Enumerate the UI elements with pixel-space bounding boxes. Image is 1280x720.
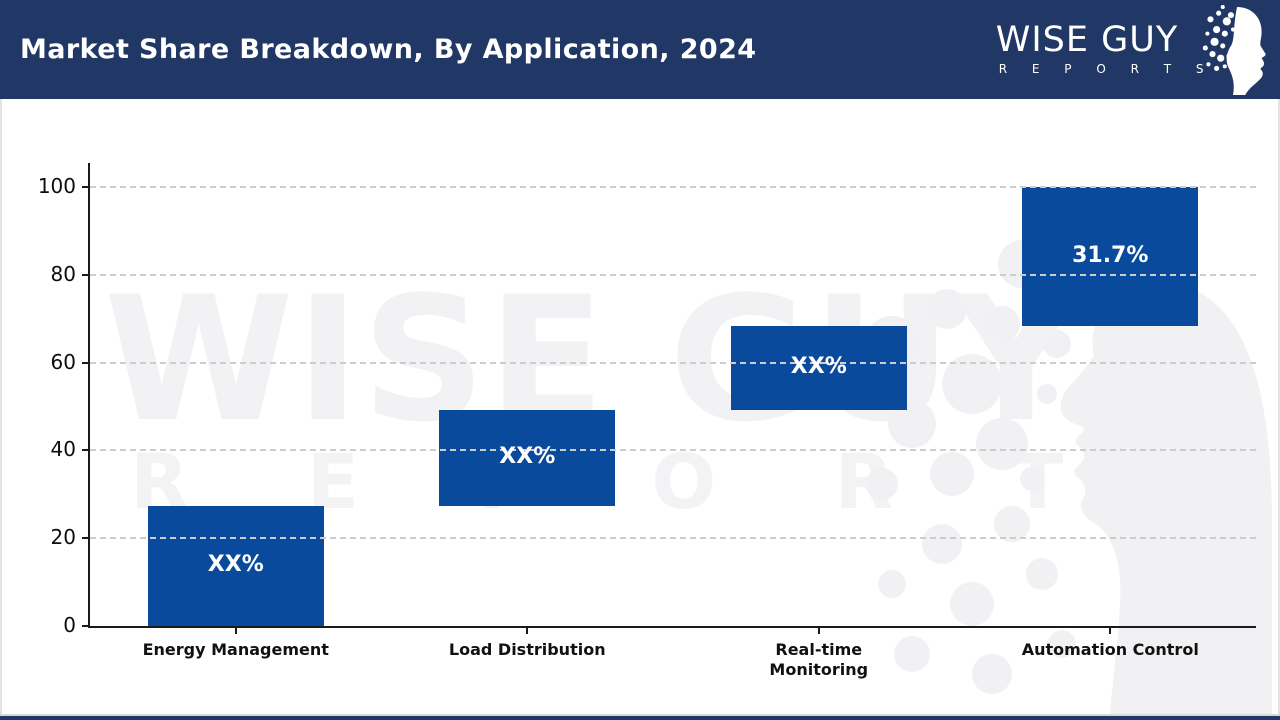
chart-canvas: WISE GUY R E P O R T S 0 20 40 60 80 100 XX% XX… <box>0 99 1280 714</box>
y-tick-label-20: 20 <box>50 525 76 550</box>
x-axis-spine <box>88 626 1256 628</box>
y-tick-20 <box>82 537 90 540</box>
y-tick-label-40: 40 <box>50 437 76 462</box>
footer-divider <box>0 714 1280 716</box>
logo-subtitle: R E P O R T S <box>998 62 1214 76</box>
bar-chart: 0 20 40 60 80 100 XX% XX% XX% 31.7% Energy Managem… <box>2 99 1278 714</box>
y-tick-60 <box>82 361 90 364</box>
logo-text: WISE GUY R E P O R T S <box>995 20 1214 77</box>
bar-value-label-4: 31.7% <box>1072 242 1149 268</box>
gridline-60 <box>90 361 1256 364</box>
footer-bar <box>0 716 1280 720</box>
bar-segment-3 <box>730 326 907 410</box>
gridline-40 <box>90 449 1256 452</box>
bar-value-label-3: XX% <box>790 354 847 380</box>
x-tick-1 <box>234 628 237 634</box>
x-category-label-3: Real-time Monitoring <box>769 640 869 679</box>
y-tick-0 <box>82 625 90 627</box>
bar-segment-1 <box>147 506 324 626</box>
x-category-label-2: Load Distribution <box>448 640 606 659</box>
header-banner: Market Share Breakdown, By Application, … <box>0 0 1280 99</box>
wise-guy-logo: WISE GUY R E P O R T S <box>995 4 1266 95</box>
y-tick-label-100: 100 <box>37 174 76 198</box>
x-tick-2 <box>526 628 529 634</box>
logo-wordmark: WISE GUY <box>995 20 1179 60</box>
y-tick-40 <box>82 449 90 452</box>
x-category-label-4: Automation Control <box>1021 640 1199 659</box>
y-tick-80 <box>82 273 90 276</box>
bar-segment-4 <box>1022 187 1199 327</box>
bar-value-label-1: XX% <box>207 552 264 578</box>
y-tick-label-60: 60 <box>50 349 76 374</box>
x-category-label-1: Energy Management <box>142 640 329 659</box>
bar-segment-2 <box>439 410 616 507</box>
x-tick-4 <box>1109 628 1112 634</box>
y-tick-100 <box>82 186 90 188</box>
page-title: Market Share Breakdown, By Application, … <box>20 34 757 65</box>
gridline-20 <box>90 537 1256 540</box>
y-axis-spine <box>88 163 90 628</box>
gridline-80 <box>90 273 1256 276</box>
logo-face-icon <box>1202 4 1266 95</box>
y-tick-label-0: 0 <box>63 613 76 637</box>
gridline-100 <box>90 186 1256 188</box>
bar-value-label-2: XX% <box>499 444 556 470</box>
x-tick-3 <box>817 628 820 634</box>
y-tick-label-80: 80 <box>50 261 76 286</box>
